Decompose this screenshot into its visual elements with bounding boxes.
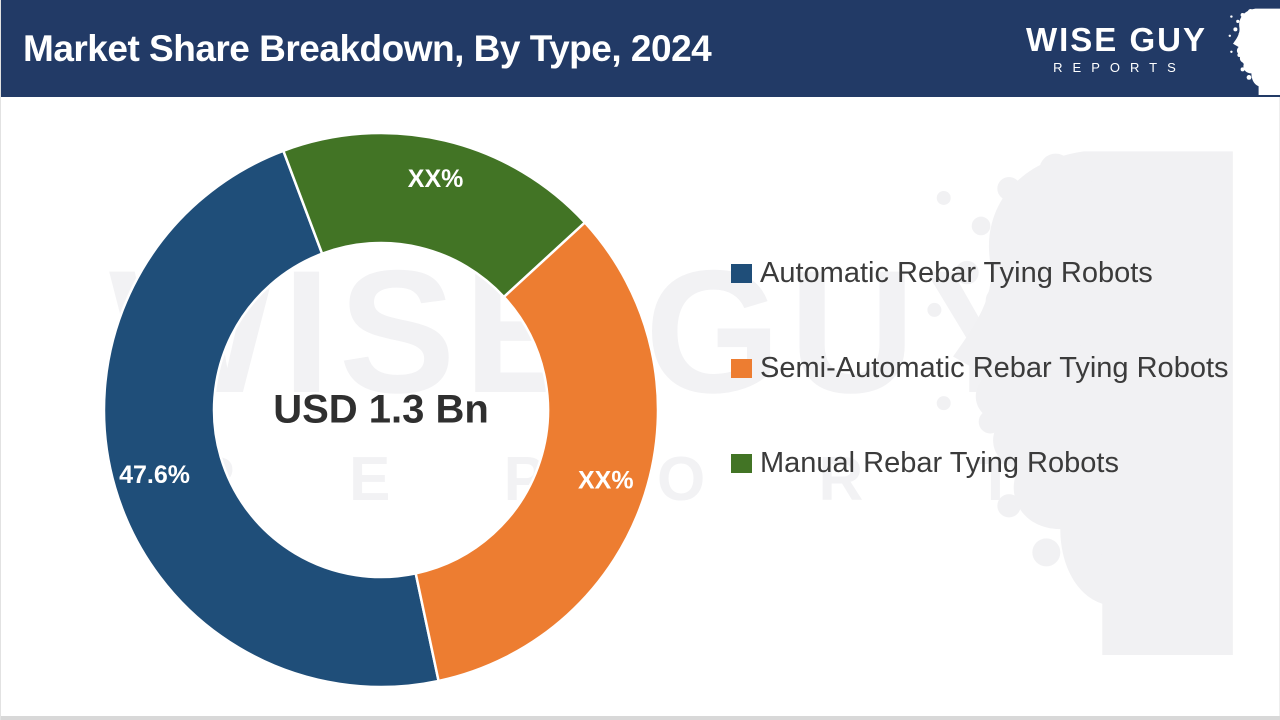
wise-guy-logo: WISE GUY REPORTS [1026,0,1280,97]
legend-swatch-manual [731,453,752,473]
slice-percentage-label: XX% [408,165,464,193]
legend-swatch-semi-automatic [731,358,752,378]
logo-text: WISE GUY REPORTS [1026,23,1207,75]
legend-swatch-automatic [731,263,752,283]
wise-guy-face-icon [1228,8,1280,95]
header-bar: Market Share Breakdown, By Type, 2024 WI… [1,0,1280,97]
slice-percentage-label: 47.6% [119,461,190,489]
donut-slice [102,149,440,689]
logo-wordmark: WISE GUY [1025,20,1207,58]
watermark-face-icon [927,151,1233,655]
legend-label: Semi-Automatic Rebar Tying Robots [760,351,1229,384]
donut-chart: 47.6% XX% XX% [102,131,660,689]
logo-subtitle: REPORTS [1053,59,1186,75]
donut-slice [282,131,587,299]
legend-item: Semi-Automatic Rebar Tying Robots [731,352,1229,384]
donut-center-value: USD 1.3 Bn [273,387,489,432]
legend-item: Automatic Rebar Tying Robots [731,257,1153,289]
page-title: Market Share Breakdown, By Type, 2024 [23,27,712,69]
slice-percentage-label: XX% [578,466,634,494]
chart-area: WISE GUY R E P O R T S 47.6% XX% XX% USD 1… [1,97,1280,716]
bottom-border-strip [1,716,1280,720]
legend-item: Manual Rebar Tying Robots [731,447,1119,479]
legend-label: Automatic Rebar Tying Robots [760,256,1153,289]
donut-slice [414,221,660,683]
legend-label: Manual Rebar Tying Robots [760,446,1119,479]
